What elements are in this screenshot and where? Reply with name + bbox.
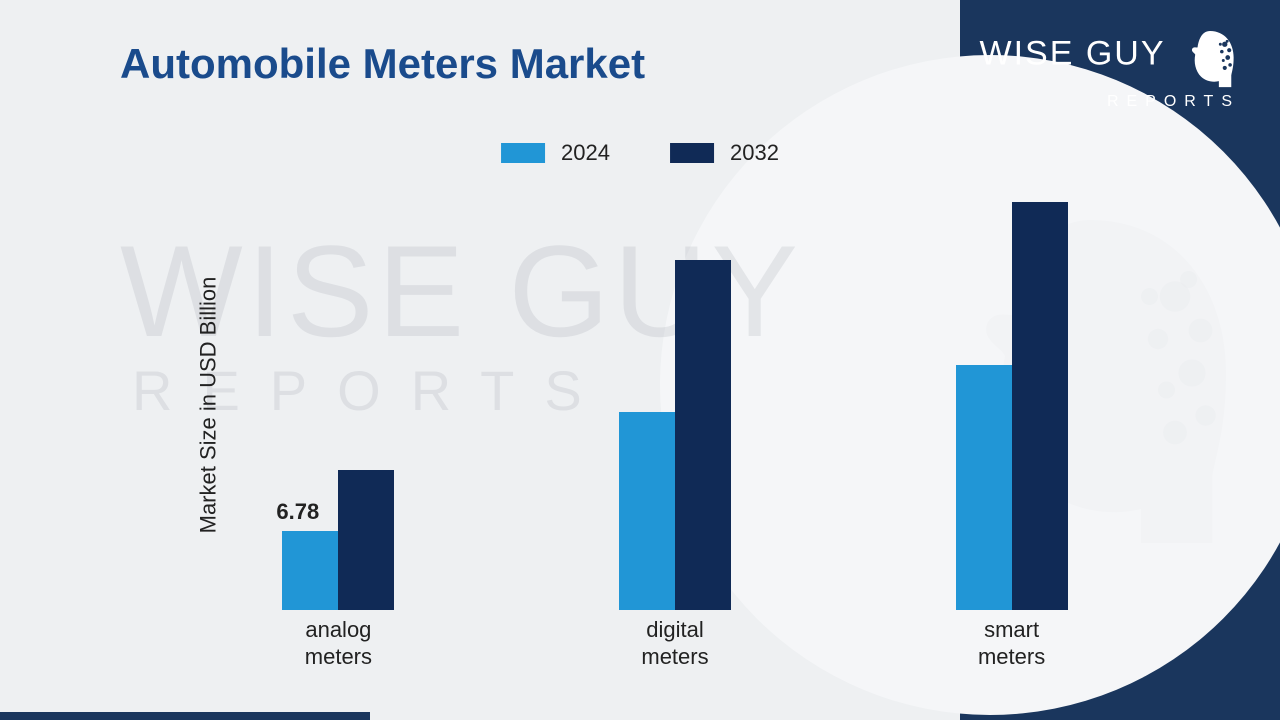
bar: [675, 260, 731, 610]
x-axis-category-label: digitalmeters: [595, 617, 755, 670]
legend-label-2032: 2032: [730, 140, 779, 166]
legend-swatch-2032: [670, 143, 714, 163]
bar-group: smartmeters: [956, 202, 1068, 610]
bar-group: digitalmeters: [619, 260, 731, 610]
logo-line2: REPORTS: [980, 93, 1240, 111]
x-axis-category-label: smartmeters: [932, 617, 1092, 670]
bar: [619, 412, 675, 610]
bar: [1012, 202, 1068, 610]
bar: [282, 531, 338, 610]
page-root: WISE GUY REPORTS WISE GUY: [0, 0, 1280, 720]
legend: 2024 2032: [501, 140, 779, 166]
legend-swatch-2024: [501, 143, 545, 163]
brand-logo: WISE GUY REPORTS: [980, 28, 1240, 111]
bar: [956, 365, 1012, 610]
chart-area: Market Size in USD Billion 2024 2032 6.7…: [60, 130, 1220, 680]
x-axis-category-label: analogmeters: [258, 617, 418, 670]
bottom-accent-bar: [0, 712, 370, 720]
bar-group: 6.78analogmeters: [282, 470, 394, 610]
bar: [338, 470, 394, 610]
legend-label-2024: 2024: [561, 140, 610, 166]
chart-title: Automobile Meters Market: [120, 40, 645, 88]
logo-head-icon: [1180, 28, 1240, 93]
logo-line1: WISE GUY: [980, 35, 1166, 73]
legend-item-2032: 2032: [670, 140, 779, 166]
legend-item-2024: 2024: [501, 140, 610, 166]
bar-value-label: 6.78: [276, 499, 319, 525]
plot-region: 6.78analogmeters digitalmeters smartmeters: [160, 190, 1180, 610]
